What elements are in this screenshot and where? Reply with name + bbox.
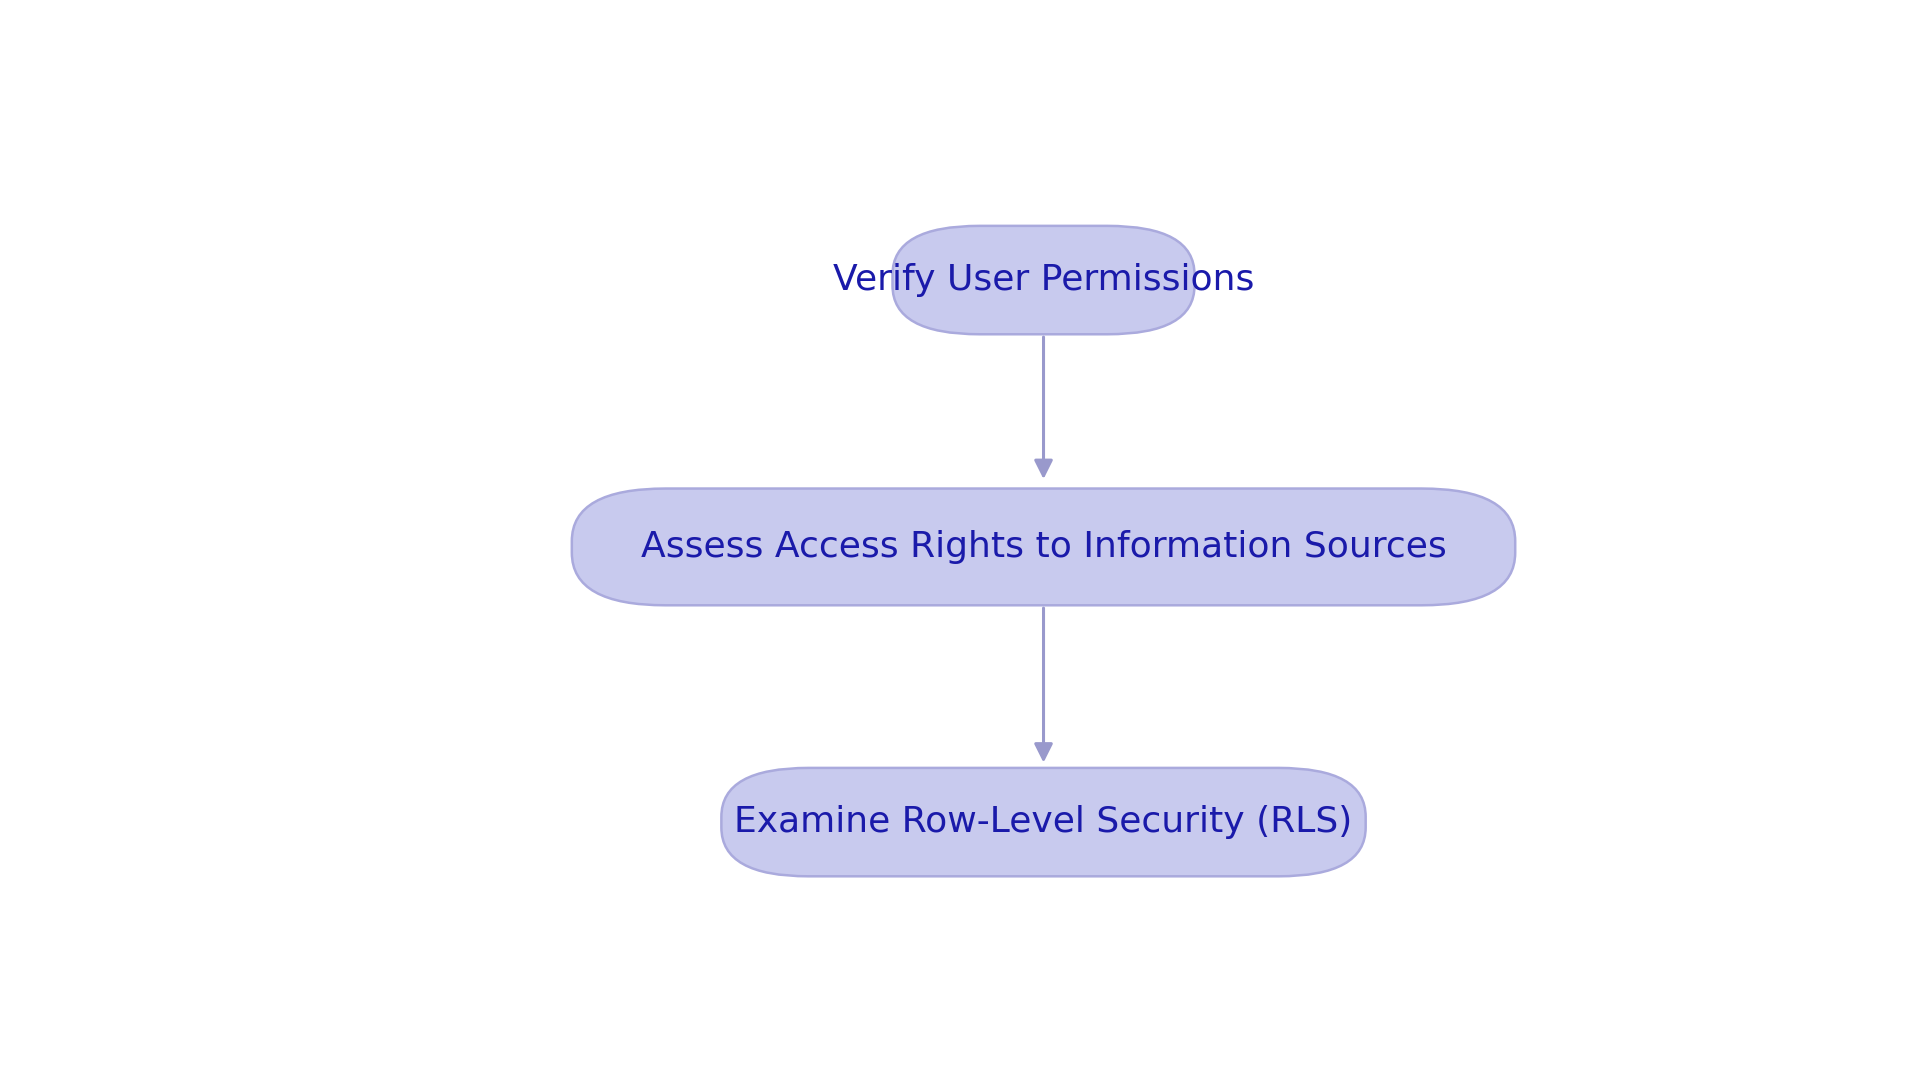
FancyBboxPatch shape: [893, 226, 1194, 335]
Text: Examine Row-Level Security (RLS): Examine Row-Level Security (RLS): [733, 805, 1354, 839]
Text: Assess Access Rights to Information Sources: Assess Access Rights to Information Sour…: [641, 530, 1446, 564]
Text: Verify User Permissions: Verify User Permissions: [833, 263, 1254, 297]
FancyBboxPatch shape: [572, 488, 1515, 605]
FancyBboxPatch shape: [722, 768, 1365, 876]
